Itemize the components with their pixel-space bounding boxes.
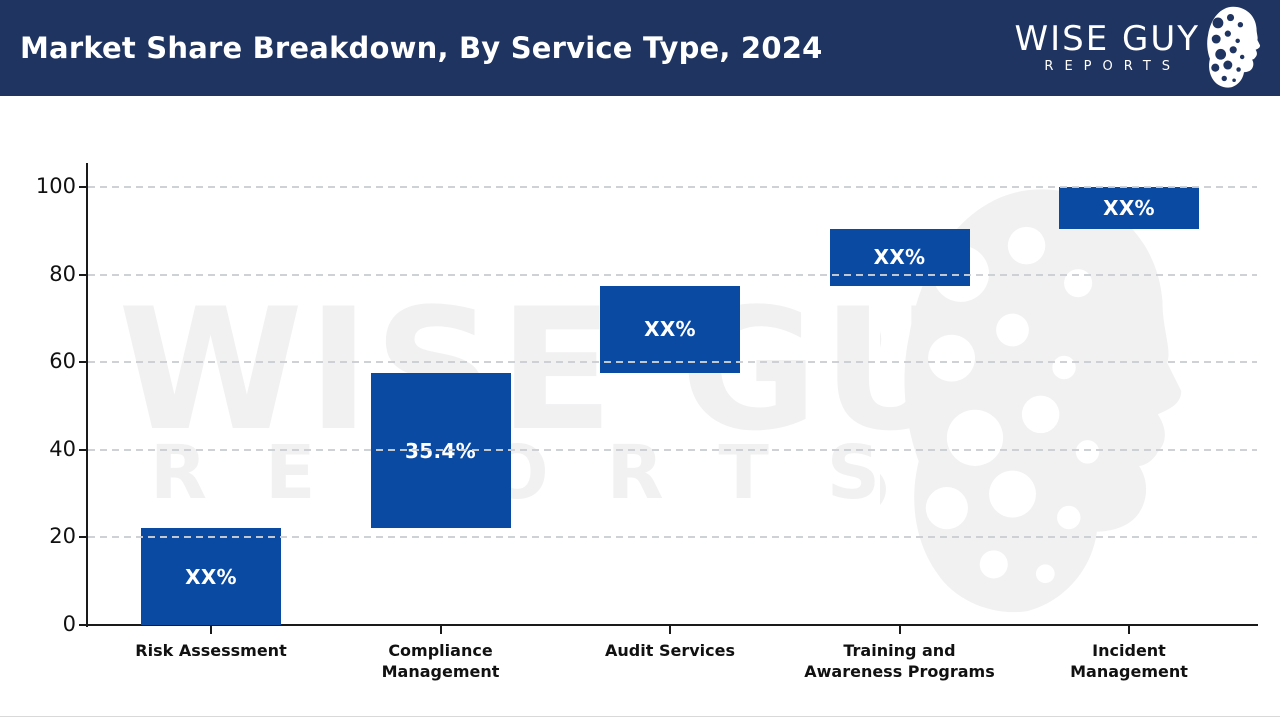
dotted-head-icon (1207, 6, 1261, 88)
x-tick-label: Audit Services (605, 641, 735, 660)
header-bar: Market Share Breakdown, By Service Type,… (0, 0, 1280, 96)
gridline-y100 (88, 186, 1257, 188)
bar-value-label: XX% (873, 245, 926, 270)
x-tick-label: Incident Management (1070, 641, 1188, 681)
brand-subname: REPORTS (1044, 59, 1182, 74)
x-tick-label: Training and Awareness Programs (804, 641, 995, 681)
x-tick-mark (669, 626, 671, 634)
y-tick-label: 0 (62, 612, 76, 636)
bar-value-label: XX% (644, 317, 696, 342)
page-title: Market Share Breakdown, By Service Type,… (20, 31, 823, 65)
y-tick-label: 20 (49, 524, 76, 549)
watermark-brand-subname: REPORTS (150, 430, 939, 516)
bar-value-label: XX% (185, 564, 237, 589)
bar-0: XX% (141, 528, 281, 625)
gridline-y40 (88, 448, 1257, 451)
y-tick-mark (79, 448, 87, 451)
bar-3: XX% (829, 229, 970, 286)
brand-name: WISE GUY (1014, 19, 1200, 59)
x-tick-mark (210, 626, 212, 634)
x-tick-mark (439, 626, 442, 634)
bar-2: XX% (600, 285, 740, 374)
y-tick-label: 60 (49, 349, 76, 374)
y-tick-mark (79, 186, 87, 188)
y-tick-label: 100 (35, 174, 76, 198)
y-tick-label: 80 (49, 261, 76, 286)
x-tick-label: Compliance Management (381, 641, 500, 681)
gridline-y80 (88, 273, 1257, 276)
y-tick-mark (79, 361, 87, 364)
y-tick-label: 40 (49, 436, 76, 461)
x-tick-mark (1128, 626, 1130, 634)
x-tick-mark (898, 626, 901, 634)
bar-value-label: XX% (1103, 196, 1155, 221)
y-tick-mark (79, 624, 87, 626)
brand-logo: WISE GUY REPORTS (1014, 5, 1280, 91)
bottom-divider-line (0, 716, 1280, 717)
bar-4: XX% (1059, 187, 1199, 230)
x-axis-line (86, 624, 1258, 626)
y-axis-line (86, 163, 88, 627)
gridline-y20 (88, 536, 1257, 539)
gridline-y60 (88, 361, 1257, 364)
x-tick-label: Risk Assessment (135, 641, 287, 660)
y-tick-mark (79, 273, 87, 276)
y-tick-mark (79, 536, 87, 539)
brand-logo-text: WISE GUY REPORTS (1014, 21, 1200, 75)
